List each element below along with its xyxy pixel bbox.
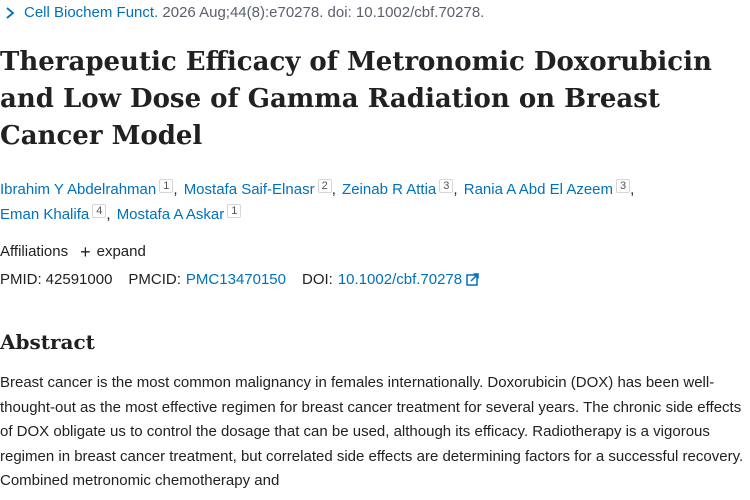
author-item: Eman Khalifa 4,: [0, 204, 111, 223]
affiliation-marker[interactable]: 1: [159, 179, 174, 193]
expand-affiliations-button[interactable]: + expand: [80, 241, 146, 262]
author-item: Mostafa Saif-Elnasr 2,: [183, 179, 336, 198]
affiliation-marker[interactable]: 3: [439, 179, 454, 193]
doi-label: DOI:: [302, 271, 333, 288]
plus-icon: +: [80, 241, 91, 262]
pmid-value: 42591000: [45, 271, 113, 288]
citation-details: 2026 Aug;44(8):e70278. doi: 10.1002/cbf.…: [162, 4, 485, 21]
author-link[interactable]: Eman Khalifa: [0, 206, 90, 223]
author-link[interactable]: Ibrahim Y Abdelrahman: [0, 181, 157, 198]
author-list: Ibrahim Y Abdelrahman 1, Mostafa Saif-Eln…: [0, 177, 740, 227]
author-link[interactable]: Zeinab R Attia: [342, 181, 437, 198]
pmcid-item: PMCID: PMC13470150: [128, 271, 286, 288]
author-item: Mostafa A Askar 1: [117, 202, 242, 227]
abstract-text: Breast cancer is the most common maligna…: [0, 374, 744, 490]
doi-link[interactable]: 10.1002/cbf.70278: [337, 271, 463, 288]
expand-label: expand: [96, 243, 146, 260]
author-link[interactable]: Mostafa Saif-Elnasr: [183, 181, 315, 198]
abstract-heading: Abstract: [0, 330, 95, 354]
journal-link[interactable]: Cell Biochem Funct.: [24, 4, 159, 21]
pmid-item: PMID: 42591000: [0, 271, 112, 288]
affiliation-marker[interactable]: 2: [317, 179, 332, 193]
pmcid-label: PMCID:: [128, 271, 181, 288]
article-title: Therapeutic Efficacy of Metronomic Doxor…: [0, 47, 712, 151]
affiliations-label: Affiliations: [0, 243, 69, 260]
external-link-icon[interactable]: [466, 273, 479, 286]
pmcid-link[interactable]: PMC13470150: [185, 271, 286, 288]
doi-item: DOI: 10.1002/cbf.70278: [302, 271, 479, 288]
affiliation-marker[interactable]: 4: [92, 204, 107, 218]
author-item: Ibrahim Y Abdelrahman 1,: [0, 179, 178, 198]
citation-line: Cell Biochem Funct. 2026 Aug;44(8):e7027…: [0, 4, 484, 21]
affiliation-marker[interactable]: 1: [227, 204, 242, 218]
pmid-label: PMID:: [0, 271, 42, 288]
author-link[interactable]: Mostafa A Askar: [116, 206, 225, 223]
chevron-right-icon[interactable]: [4, 5, 16, 21]
identifiers-row: PMID: 42591000 PMCID: PMC13470150 DOI: 1…: [0, 271, 495, 288]
affiliation-marker[interactable]: 3: [616, 179, 631, 193]
affiliations-row: Affiliations + expand: [0, 241, 146, 262]
author-item: Rania A Abd El Azeem 3,: [463, 179, 635, 198]
author-item: Zeinab R Attia 3,: [342, 179, 458, 198]
author-link[interactable]: Rania A Abd El Azeem: [463, 181, 614, 198]
